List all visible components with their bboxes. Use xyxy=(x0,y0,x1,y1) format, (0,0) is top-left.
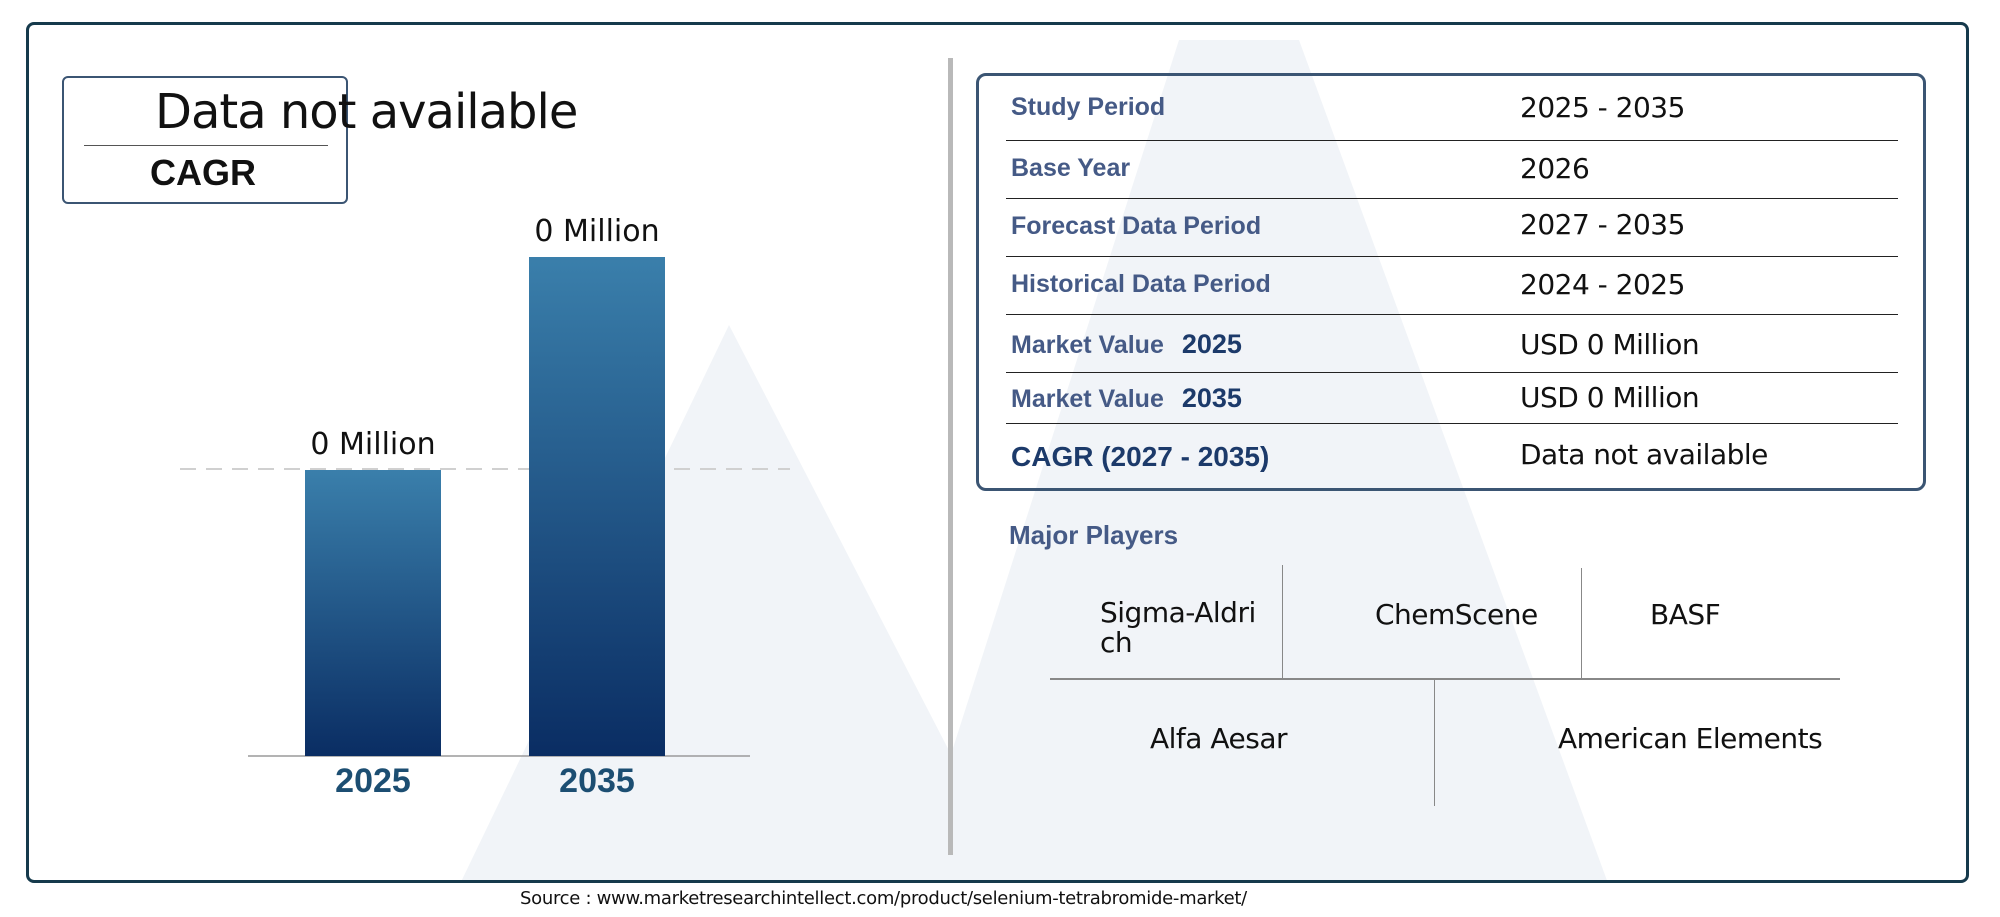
bar-data-label: 0 Million xyxy=(310,427,435,462)
market-value-year: 2035 xyxy=(1181,383,1242,413)
info-row-historical-period: Historical Data Period 2024 - 2025 xyxy=(1006,257,1898,315)
player-name: ChemScene xyxy=(1375,598,1538,631)
x-tick-label: 2025 xyxy=(335,762,411,800)
info-row-study-period: Study Period 2025 - 2035 xyxy=(1006,80,1898,141)
players-grid-line xyxy=(1050,678,1840,680)
info-row-value: 2026 xyxy=(1520,152,1590,185)
bar xyxy=(305,470,441,756)
info-row-cagr: CAGR (2027 - 2035) Data not available xyxy=(1006,424,1898,484)
players-grid-line xyxy=(1581,568,1582,678)
info-row-market-value-2025: Market Value 2025 USD 0 Million xyxy=(1006,315,1898,373)
info-row-value: 2025 - 2035 xyxy=(1520,91,1685,124)
info-row-value: USD 0 Million xyxy=(1520,381,1700,414)
cagr-summary-box xyxy=(62,76,348,204)
info-table-box xyxy=(976,73,1926,491)
bar-chart: 0 Million 2025 0 Million 2035 xyxy=(180,214,790,800)
info-row-label: Historical Data Period xyxy=(1011,270,1271,298)
bar xyxy=(529,257,665,756)
x-tick-label: 2035 xyxy=(559,762,635,800)
info-row-value: USD 0 Million xyxy=(1520,328,1700,361)
market-value-year: 2025 xyxy=(1181,329,1242,359)
info-row-label: Market Value 2035 xyxy=(1011,383,1242,414)
market-value-label: Market Value xyxy=(1011,385,1164,413)
major-players-title: Major Players xyxy=(1009,520,1179,550)
players-grid-line xyxy=(1434,680,1435,806)
players-grid-line xyxy=(1282,565,1283,678)
source-caption: Source : www.marketresearchintellect.com… xyxy=(520,888,1247,909)
info-row-market-value-2035: Market Value 2035 USD 0 Million xyxy=(1006,373,1898,424)
bar-data-label: 0 Million xyxy=(534,214,659,249)
cagr-label: CAGR xyxy=(150,152,256,193)
info-row-label: Study Period xyxy=(1011,93,1166,121)
cagr-divider xyxy=(84,145,328,146)
vertical-divider xyxy=(948,58,953,855)
cagr-value: Data not available xyxy=(155,84,578,140)
market-value-label: Market Value xyxy=(1011,331,1164,359)
info-row-label: Market Value 2025 xyxy=(1011,329,1242,360)
info-row-base-year: Base Year 2026 xyxy=(1006,141,1898,199)
info-row-value: Data not available xyxy=(1520,438,1768,471)
player-name: Alfa Aesar xyxy=(1150,722,1288,755)
player-name: American Elements xyxy=(1558,722,1823,755)
player-name: Sigma-Aldri ch xyxy=(1100,596,1256,659)
player-name: BASF xyxy=(1650,598,1721,631)
info-row-forecast-period: Forecast Data Period 2027 - 2035 xyxy=(1006,199,1898,257)
info-row-value: 2024 - 2025 xyxy=(1520,268,1685,301)
info-row-label: Forecast Data Period xyxy=(1011,212,1262,240)
info-row-label: CAGR (2027 - 2035) xyxy=(1011,441,1270,472)
info-row-label: Base Year xyxy=(1011,154,1131,182)
info-row-value: 2027 - 2035 xyxy=(1520,208,1685,241)
